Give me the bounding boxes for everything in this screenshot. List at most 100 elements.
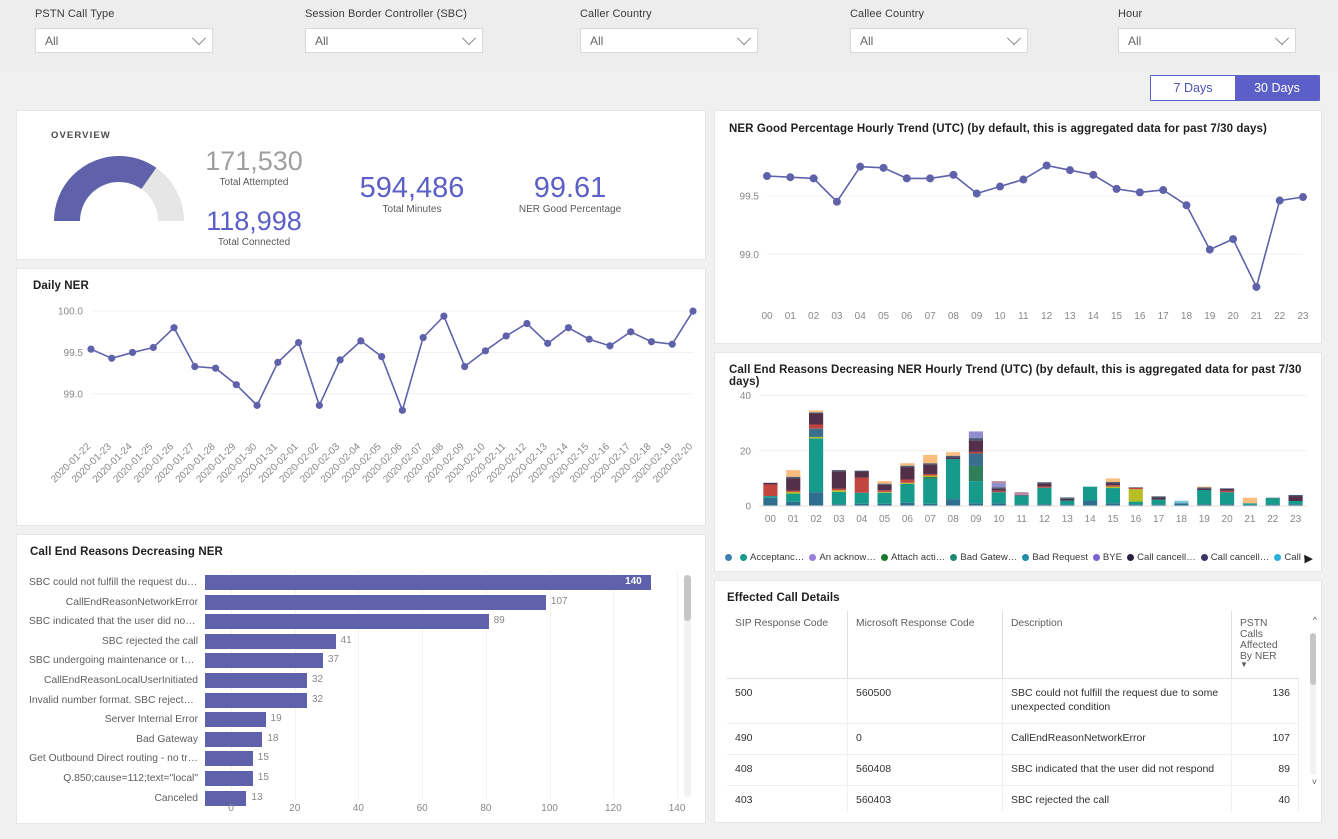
chevron-down-icon xyxy=(461,30,477,45)
cer-hourly-trend-card: Call End Reasons Decreasing NER Hourly T… xyxy=(714,352,1322,572)
table-row[interactable]: 490 0 CallEndReasonNetworkError 107 xyxy=(727,723,1299,755)
bar-fill[interactable] xyxy=(205,575,652,590)
bar-row[interactable]: SBC undergoing maintenance or te… 37 xyxy=(29,652,681,669)
svg-text:13: 13 xyxy=(1064,311,1076,322)
callee-country-select[interactable]: All xyxy=(850,28,1028,53)
select-value: All xyxy=(315,33,329,48)
legend-item[interactable]: An acknow… xyxy=(809,552,876,563)
bar-axis-tick: 20 xyxy=(289,803,301,814)
bar-row[interactable]: CallEndReasonNetworkError 107 xyxy=(29,594,681,611)
date-range-toggle[interactable]: 7 Days 30 Days xyxy=(1150,75,1320,101)
range-30-days-button[interactable]: 30 Days xyxy=(1235,76,1319,100)
bar-fill[interactable] xyxy=(205,692,307,708)
bar-fill[interactable] xyxy=(205,712,266,728)
cell-sip-response-code: 500 xyxy=(727,678,848,724)
bar-fill[interactable] xyxy=(205,614,489,630)
legend-item[interactable] xyxy=(725,553,735,561)
bar-fill[interactable] xyxy=(205,594,546,610)
table-row[interactable]: 500 560500 SBC could not fulfill the reque… xyxy=(727,678,1299,724)
bar-row[interactable]: SBC indicated that the user did not r… 89 xyxy=(29,613,681,630)
legend-color-dot xyxy=(740,553,747,561)
bar-row[interactable]: Canceled 13 xyxy=(29,790,681,807)
table-row[interactable]: 403 560403 SBC rejected the call 40 xyxy=(727,785,1299,811)
cell-sip-response-code: 408 xyxy=(727,754,848,786)
sort-descending-icon: ▼ xyxy=(1240,660,1248,669)
legend-item[interactable]: Acceptanc… xyxy=(740,552,804,563)
hour-select[interactable]: All xyxy=(1118,28,1296,53)
bar-label: Server Internal Error xyxy=(104,714,198,726)
svg-text:18: 18 xyxy=(1181,311,1193,322)
legend-item[interactable]: Call cancell… xyxy=(1200,552,1269,563)
sbc-select[interactable]: All xyxy=(305,28,483,53)
filter-label: Session Border Controller (SBC) xyxy=(305,8,468,20)
caller-country-select[interactable]: All xyxy=(580,28,758,53)
legend-item[interactable]: BYE xyxy=(1092,552,1122,563)
chevron-up-icon[interactable]: ^ xyxy=(1312,615,1317,625)
bar-fill[interactable] xyxy=(205,633,336,649)
bar-label: Invalid number format. SBC rejected… xyxy=(29,694,205,706)
column-header-description[interactable]: Description xyxy=(1002,611,1232,679)
bar-fill[interactable] xyxy=(205,790,247,806)
column-header-sip-response-code[interactable]: SIP Response Code xyxy=(727,611,848,679)
bar-row[interactable]: Bad Gateway 18 xyxy=(29,731,681,748)
legend-color-dot xyxy=(725,553,732,561)
svg-text:09: 09 xyxy=(971,311,983,322)
table-scrollbar[interactable] xyxy=(1310,633,1316,775)
legend-item[interactable]: Call cancell… xyxy=(1127,552,1196,563)
kpi-total-minutes: 594,486 Total Minutes xyxy=(337,173,487,215)
connected-rate-gauge xyxy=(54,156,184,222)
svg-text:05: 05 xyxy=(879,514,891,525)
bar-row[interactable]: Get Outbound Direct routing - no tr… 15 xyxy=(29,750,681,767)
bar-x-axis: 0 20 40 60 80 100 120 140 xyxy=(228,803,693,817)
svg-text:23: 23 xyxy=(1290,514,1302,525)
table-row[interactable]: 408 560408 SBC indicated that the user did… xyxy=(727,754,1299,786)
bar-row[interactable]: SBC rejected the call 41 xyxy=(29,633,681,650)
legend-item[interactable]: Attach acti… xyxy=(880,552,945,563)
bar-label: CallEndReasonLocalUserInitiated xyxy=(44,674,198,686)
svg-text:23: 23 xyxy=(1297,311,1309,322)
bar-value: 32 xyxy=(311,673,324,685)
cer-hourly-trend-chart: 0 20 40 00 01 02 03 04 05 06 07 08 09 10 11 12 13 14 15 16 1… xyxy=(740,391,1307,525)
cer-hourly-legend[interactable]: Acceptanc… An acknow… Attach acti… Bad Gate… xyxy=(725,549,1305,565)
bar-row[interactable]: CallEndReasonLocalUserInitiated 32 xyxy=(29,672,681,689)
svg-text:10: 10 xyxy=(993,514,1005,525)
legend-item[interactable]: Bad Gatew… xyxy=(950,552,1017,563)
column-header-microsoft-response-code[interactable]: Microsoft Response Code xyxy=(847,611,1003,679)
legend-item[interactable]: Bad Request xyxy=(1022,552,1088,563)
filter-label: Hour xyxy=(1118,8,1143,20)
filter-label: PSTN Call Type xyxy=(35,8,115,20)
bar-fill[interactable] xyxy=(205,731,263,747)
bar-chart-scrollbar[interactable] xyxy=(684,575,691,797)
svg-text:16: 16 xyxy=(1130,514,1142,525)
svg-text:06: 06 xyxy=(901,311,913,322)
bar-row[interactable]: Server Internal Error 19 xyxy=(29,711,681,728)
bar-fill[interactable] xyxy=(205,770,253,786)
overview-card: OVERVIEW 171,530 Total Attempted 118,998… xyxy=(16,110,706,260)
ner-hourly-trend-card: NER Good Percentage Hourly Trend (UTC) (… xyxy=(714,110,1322,344)
bar-row[interactable]: SBC could not fulfill the request due… 14… xyxy=(29,574,681,591)
legend-item[interactable]: Call Contr… xyxy=(1274,552,1305,563)
svg-text:99.0: 99.0 xyxy=(740,250,760,261)
chevron-down-icon[interactable]: ˅ xyxy=(1311,777,1317,787)
bar-fill[interactable] xyxy=(205,672,307,688)
bar-fill[interactable] xyxy=(205,751,253,767)
bar-label: Q.850;cause=112;text="local" xyxy=(63,772,198,784)
bar-value: 89 xyxy=(493,615,505,627)
filter-hour: Hour All xyxy=(1118,8,1296,53)
bar-row[interactable]: Q.850;cause=112;text="local" 15 xyxy=(29,770,681,787)
svg-text:20: 20 xyxy=(740,446,752,457)
bar-value: 13 xyxy=(251,791,263,803)
column-header-pstn-calls-affected[interactable]: PSTN Calls Affected By NER ▼ xyxy=(1231,611,1299,679)
pstn-call-type-select[interactable]: All xyxy=(35,28,213,53)
range-7-days-button[interactable]: 7 Days xyxy=(1151,76,1235,100)
cell-microsoft-response-code: 560403 xyxy=(847,785,1003,811)
cell-pstn-calls-affected: 40 xyxy=(1231,785,1299,811)
bar-row[interactable]: Invalid number format. SBC rejected… 32 xyxy=(29,692,681,709)
chevron-right-icon[interactable]: ▶ xyxy=(1304,553,1313,565)
svg-text:03: 03 xyxy=(833,514,845,525)
legend-color-dot xyxy=(950,553,958,561)
bar-track: 18 xyxy=(205,731,681,747)
filter-pstn-call-type: PSTN Call Type All xyxy=(35,8,213,53)
svg-text:17: 17 xyxy=(1153,514,1165,525)
bar-fill[interactable] xyxy=(205,653,323,669)
